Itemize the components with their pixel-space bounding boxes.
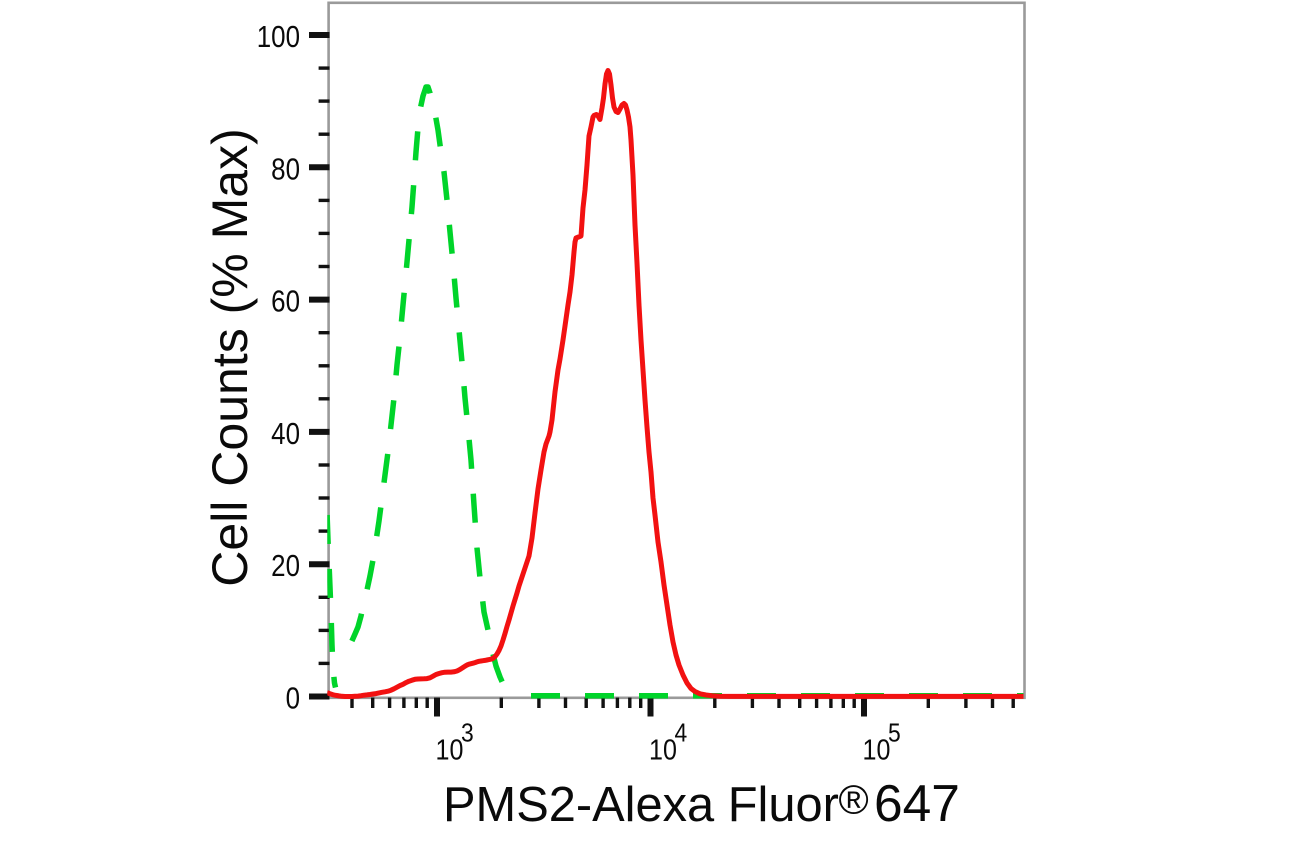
svg-text:100: 100 (257, 19, 300, 53)
svg-text:®: ® (839, 777, 869, 823)
svg-text:80: 80 (271, 151, 300, 185)
svg-text:4: 4 (675, 719, 688, 748)
svg-text:647: 647 (874, 774, 960, 832)
svg-text:10: 10 (649, 734, 677, 766)
svg-text:60: 60 (271, 284, 300, 318)
svg-text:20: 20 (271, 548, 300, 582)
svg-text:3: 3 (461, 719, 474, 748)
svg-text:Cell Counts (% Max): Cell Counts (% Max) (202, 128, 258, 586)
svg-text:10: 10 (436, 734, 464, 766)
svg-text:5: 5 (888, 719, 901, 748)
svg-text:PMS2-Alexa Fluor: PMS2-Alexa Fluor (443, 778, 839, 832)
svg-text:0: 0 (286, 680, 300, 714)
svg-text:40: 40 (271, 416, 300, 450)
svg-text:10: 10 (863, 734, 891, 766)
